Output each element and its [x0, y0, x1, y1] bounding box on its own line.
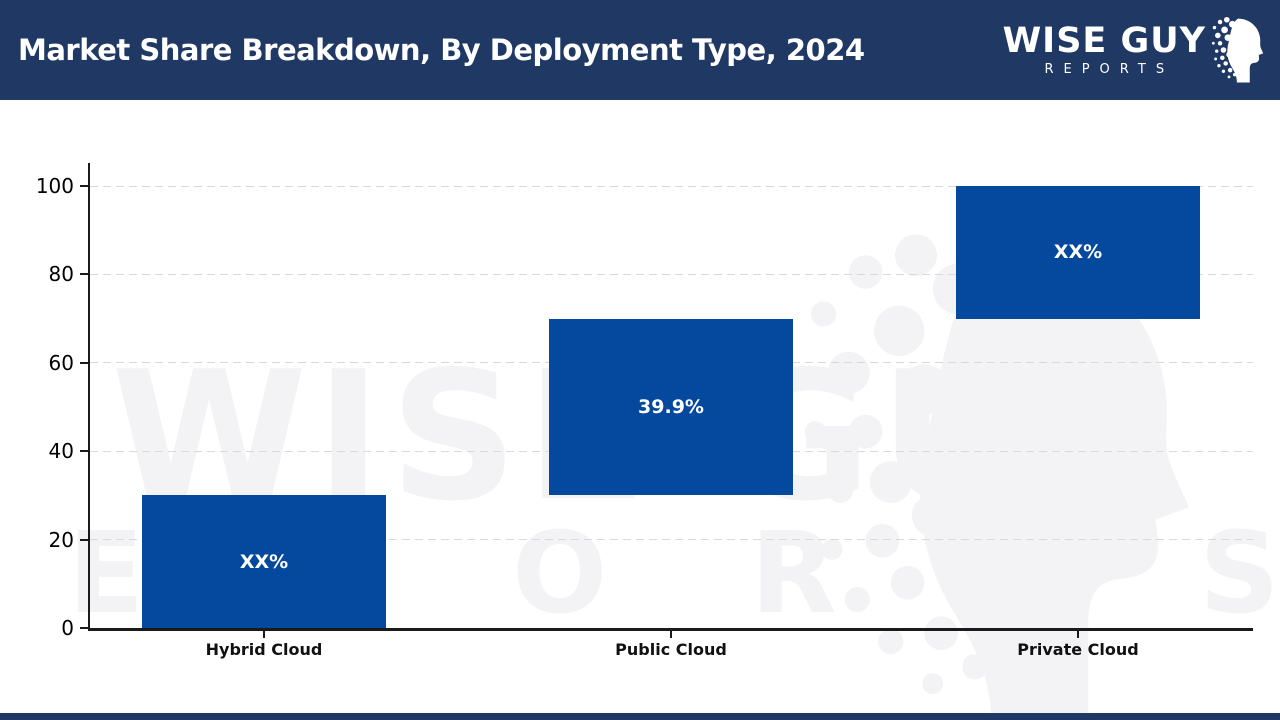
logo-wordmark: WISE GUY REPORTS — [1003, 23, 1206, 77]
x-tick-mark-2 — [670, 631, 672, 638]
y-tick-label-40: 40 — [48, 439, 74, 464]
header-bar: Market Share Breakdown, By Deployment Ty… — [0, 0, 1280, 100]
y-tick-mark-60 — [80, 361, 88, 364]
logo-wordmark-line2: REPORTS — [1044, 61, 1175, 77]
x-tick-mark-1 — [263, 631, 265, 638]
y-tick-mark-20 — [80, 538, 88, 541]
gridline-80 — [90, 273, 1253, 275]
x-category-label-1: Hybrid Cloud — [205, 640, 323, 659]
x-tick-mark-3 — [1077, 631, 1079, 638]
y-tick-mark-40 — [80, 450, 88, 453]
y-tick-label-60: 60 — [48, 350, 74, 375]
y-tick-label-0: 0 — [61, 616, 74, 640]
y-tick-label-20: 20 — [48, 527, 74, 552]
y-tick-mark-0 — [80, 627, 88, 629]
gridline-20 — [90, 539, 1253, 541]
bar-hybrid-cloud: XX% — [142, 495, 386, 628]
bar-value-label: 39.9% — [638, 395, 704, 418]
chart-title: Market Share Breakdown, By Deployment Ty… — [18, 33, 865, 67]
y-tick-label-80: 80 — [48, 262, 74, 287]
footer-bar — [0, 713, 1280, 720]
plot-area: 0 20 40 60 80 100 XX% 39.9% XX% Hybrid Cloud Pub… — [0, 100, 1280, 713]
x-axis-spine — [88, 628, 1253, 631]
bar-public-cloud: 39.9% — [549, 318, 793, 496]
logo-face-icon — [1210, 10, 1266, 90]
bar-private-cloud: XX% — [956, 186, 1200, 319]
x-category-label-2: Public Cloud — [615, 640, 727, 659]
x-category-label-3: Private Cloud — [1017, 640, 1139, 659]
bar-value-label: XX% — [239, 550, 289, 573]
logo-wordmark-line1: WISE GUY — [1002, 21, 1206, 62]
y-axis-spine — [88, 163, 90, 630]
wise-guy-logo: WISE GUY REPORTS — [1003, 8, 1266, 92]
y-tick-mark-100 — [80, 185, 88, 187]
y-tick-label-100: 100 — [35, 174, 74, 198]
y-tick-mark-80 — [80, 273, 88, 276]
bar-value-label: XX% — [1053, 241, 1103, 264]
gridline-100 — [90, 185, 1253, 187]
